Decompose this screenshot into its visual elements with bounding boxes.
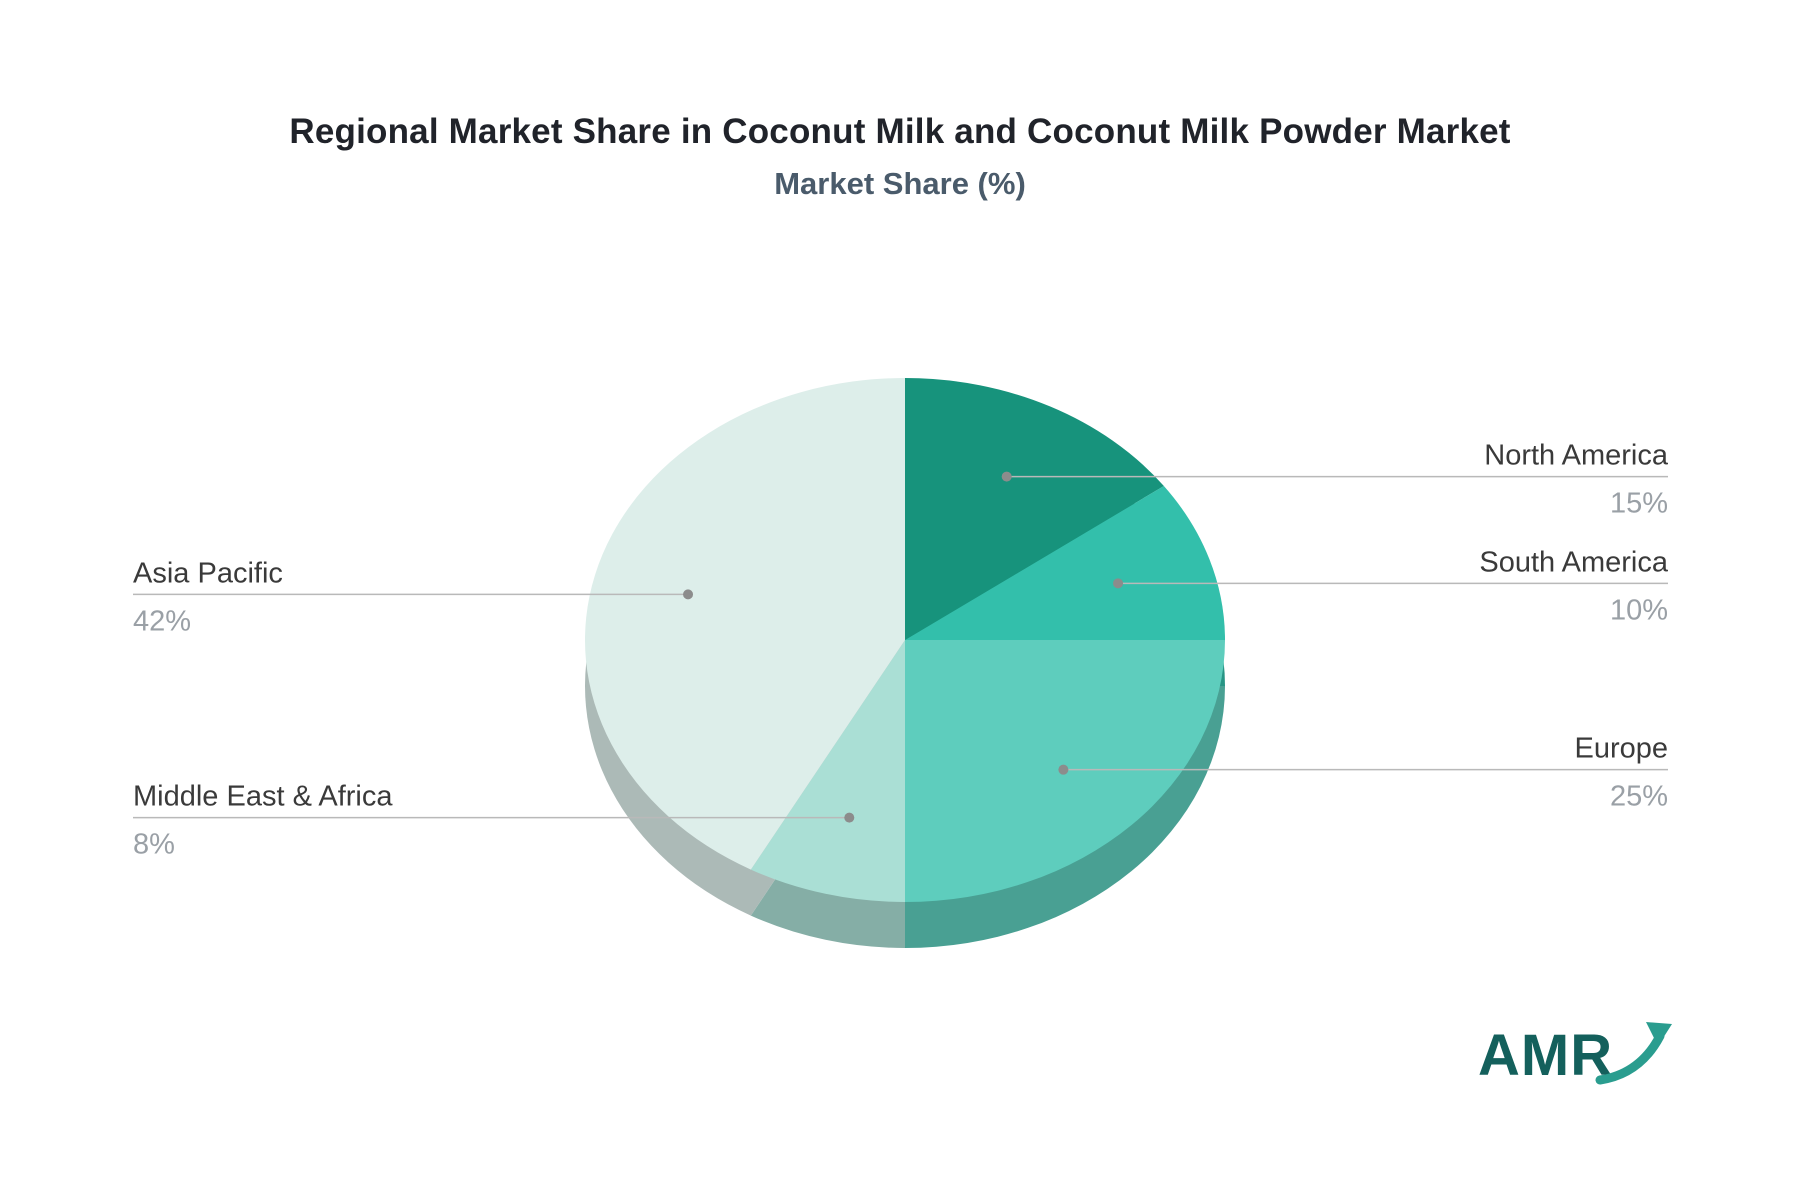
pie-slice-asia-pacific[interactable] [585, 378, 905, 870]
slice-label-asia-pacific: Asia Pacific [133, 557, 283, 589]
slice-value-europe: 25% [1610, 781, 1668, 813]
amr-logo: AMR [1478, 1022, 1688, 1112]
pie-slice-south-america[interactable] [905, 486, 1225, 640]
leader-dot-north-america [1001, 471, 1012, 482]
slice-value-middle-east-africa: 8% [133, 829, 175, 861]
amr-logo-arrow-icon [1595, 1022, 1672, 1085]
slice-value-south-america: 10% [1610, 594, 1668, 626]
slice-label-middle-east-africa: Middle East & Africa [133, 781, 393, 813]
pie-slice-north-america[interactable] [905, 378, 1164, 640]
chart-title: Regional Market Share in Coconut Milk an… [289, 112, 1511, 151]
slice-label-europe: Europe [1574, 733, 1668, 765]
slice-value-asia-pacific: 42% [133, 605, 191, 637]
slice-value-north-america: 15% [1610, 488, 1668, 520]
leader-dot-europe [1058, 764, 1069, 775]
pie-slice-middle-east-africa[interactable] [750, 640, 905, 902]
slice-label-south-america: South America [1479, 546, 1668, 578]
leader-dot-south-america [1113, 578, 1124, 589]
leader-dot-middle-east-africa [844, 812, 855, 823]
leader-dot-asia-pacific [683, 589, 694, 600]
chart-subtitle: Market Share (%) [774, 166, 1026, 201]
amr-logo-text: AMR [1478, 1023, 1614, 1088]
slice-label-north-america: North America [1484, 440, 1669, 472]
